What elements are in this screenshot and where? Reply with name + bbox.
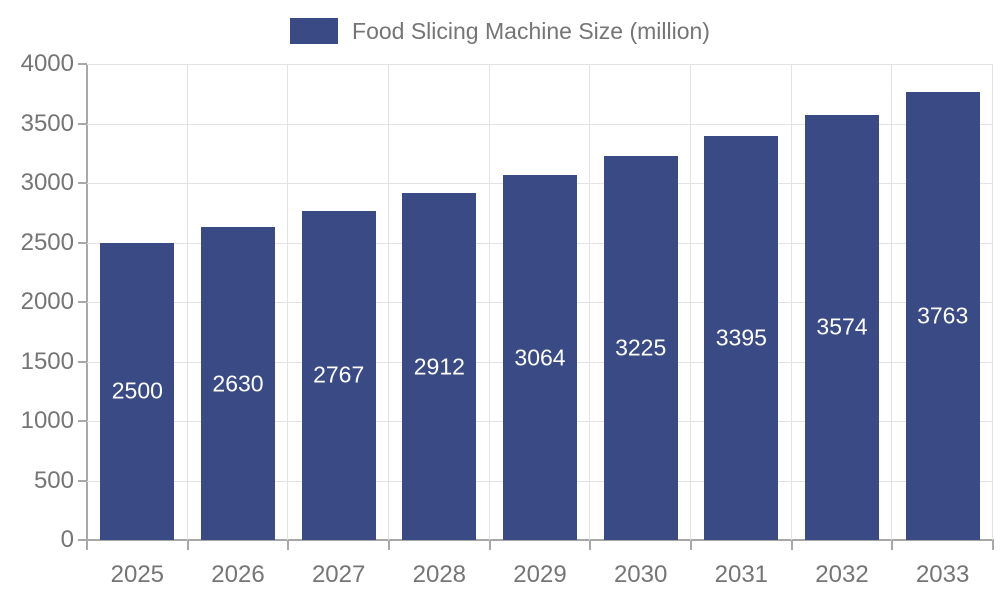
x-tick-mark bbox=[388, 541, 390, 550]
y-tick-mark bbox=[78, 241, 87, 244]
bar-value-label: 2767 bbox=[313, 361, 365, 388]
y-tick-label: 3000 bbox=[20, 169, 74, 196]
gridline-horizontal bbox=[87, 123, 993, 125]
y-tick-label: 4000 bbox=[20, 50, 74, 77]
y-tick-label: 2500 bbox=[20, 228, 74, 256]
y-tick-mark bbox=[78, 63, 87, 65]
plot-area: 2500 2630 2767 2912 3064 3225 3395 3574 3763 bbox=[87, 64, 993, 540]
bar-value-label: 3395 bbox=[715, 324, 767, 351]
x-tick-label: 2032 bbox=[815, 561, 869, 588]
bar-value-label: 3225 bbox=[615, 334, 667, 361]
gridline-vertical bbox=[388, 64, 389, 540]
gridline-vertical bbox=[891, 64, 893, 540]
bar[interactable] bbox=[301, 210, 376, 540]
bar-value-label: 3574 bbox=[816, 313, 868, 340]
x-tick-label: 2027 bbox=[311, 561, 366, 588]
y-tick-mark bbox=[78, 539, 87, 541]
x-tick-label: 2033 bbox=[915, 561, 970, 588]
bar[interactable] bbox=[402, 193, 477, 540]
x-axis-line bbox=[86, 539, 994, 541]
y-tick-label: 1000 bbox=[20, 407, 74, 434]
bar-value-label: 2630 bbox=[212, 370, 264, 397]
y-tick-mark bbox=[78, 420, 87, 422]
legend-item[interactable]: Food Slicing Machine Size (million) bbox=[0, 12, 1000, 50]
gridline-vertical bbox=[690, 64, 691, 540]
y-tick-mark bbox=[78, 360, 87, 363]
bar[interactable] bbox=[503, 175, 577, 540]
y-tick-mark bbox=[78, 182, 87, 184]
y-tick-label: 3500 bbox=[20, 109, 74, 137]
x-tick-label: 2028 bbox=[412, 561, 467, 588]
x-tick-label: 2025 bbox=[110, 561, 165, 588]
bar[interactable] bbox=[100, 242, 175, 540]
gridline-vertical bbox=[589, 64, 591, 540]
legend-swatch bbox=[290, 18, 339, 44]
bar[interactable] bbox=[603, 156, 678, 540]
bar[interactable] bbox=[201, 227, 275, 540]
y-tick-label: 1500 bbox=[20, 347, 74, 375]
bar-value-label: 3763 bbox=[917, 302, 969, 329]
gridline-horizontal bbox=[87, 64, 993, 65]
x-tick-label: 2029 bbox=[513, 561, 567, 588]
gridline-vertical bbox=[790, 64, 792, 540]
legend-label: Food Slicing Machine Size (million) bbox=[352, 17, 710, 44]
y-tick-label: 2000 bbox=[20, 288, 74, 315]
gridline-vertical bbox=[488, 64, 490, 540]
x-tick-mark bbox=[589, 541, 592, 550]
x-tick-label: 2030 bbox=[613, 561, 668, 588]
gridline-vertical bbox=[992, 64, 993, 540]
x-tick-label: 2026 bbox=[211, 561, 265, 588]
bar-value-label: 2912 bbox=[413, 353, 465, 380]
gridline-vertical bbox=[186, 64, 188, 540]
bar[interactable] bbox=[704, 136, 779, 540]
y-tick-mark bbox=[78, 479, 87, 482]
bar[interactable] bbox=[805, 114, 879, 540]
x-tick-mark bbox=[287, 541, 290, 550]
x-tick-label: 2031 bbox=[714, 561, 769, 588]
x-tick-mark bbox=[186, 541, 189, 550]
bar[interactable] bbox=[905, 92, 980, 540]
x-tick-mark bbox=[488, 541, 491, 550]
x-tick-mark bbox=[790, 541, 793, 550]
gridline-vertical bbox=[287, 64, 289, 540]
x-tick-mark bbox=[891, 541, 894, 550]
y-tick-mark bbox=[78, 301, 87, 303]
y-tick-mark bbox=[78, 122, 87, 125]
bar-value-label: 2500 bbox=[111, 377, 163, 404]
x-tick-mark bbox=[690, 541, 692, 550]
x-tick-mark bbox=[992, 541, 994, 550]
y-tick-label: 0 bbox=[60, 526, 74, 553]
y-tick-label: 500 bbox=[33, 466, 74, 494]
x-tick-mark bbox=[86, 541, 88, 550]
bar-value-label: 3064 bbox=[514, 344, 566, 371]
